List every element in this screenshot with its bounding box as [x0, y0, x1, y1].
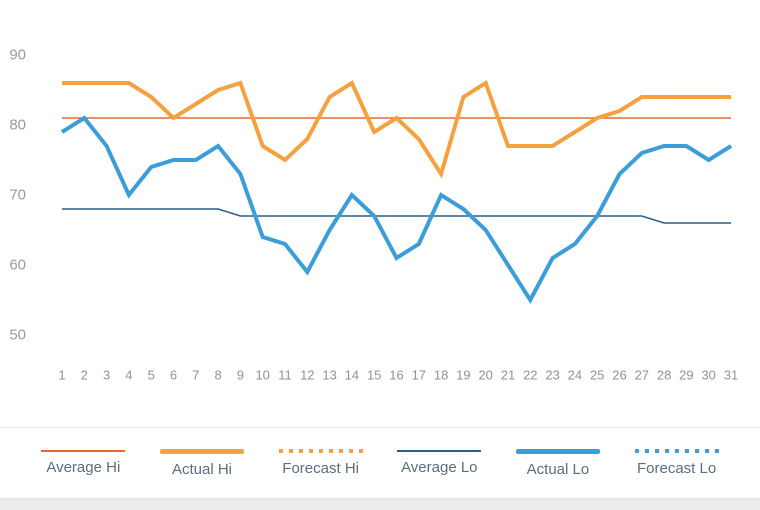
x-axis-label-5: 5 — [148, 368, 155, 383]
x-axis-label-30: 30 — [701, 368, 715, 383]
x-axis-label-26: 26 — [612, 368, 626, 383]
x-axis-label-25: 25 — [590, 368, 604, 383]
x-axis-label-13: 13 — [322, 368, 336, 383]
y-axis-label-60: 60 — [9, 257, 26, 274]
x-axis-label-15: 15 — [367, 368, 381, 383]
x-axis-label-21: 21 — [501, 368, 515, 383]
chart-legend: Average Hi Actual Hi Forecast Hi Average Lo… — [0, 427, 760, 498]
x-axis-label-28: 28 — [657, 368, 671, 383]
x-axis-label-10: 10 — [255, 368, 269, 383]
x-axis-label-24: 24 — [568, 368, 582, 383]
x-axis-label-19: 19 — [456, 368, 470, 383]
legend-item-actual-lo[interactable]: Actual Lo — [504, 448, 612, 478]
y-axis-label-50: 50 — [9, 327, 26, 344]
x-axis-label-14: 14 — [345, 368, 359, 383]
y-axis-label-70: 70 — [9, 187, 26, 204]
x-axis-label-20: 20 — [478, 368, 492, 383]
x-axis-label-22: 22 — [523, 368, 537, 383]
legend-label-actual-lo: Actual Lo — [526, 460, 590, 478]
legend-swatch-forecast-hi — [278, 449, 363, 453]
x-axis-label-1: 1 — [58, 368, 65, 383]
legend-label-forecast-lo: Forecast Lo — [637, 460, 717, 477]
legend-label-average-lo: Average Lo — [401, 459, 478, 476]
x-axis-label-8: 8 — [214, 368, 221, 383]
legend-item-actual-hi[interactable]: Actual Hi — [148, 448, 256, 478]
legend-item-forecast-hi[interactable]: Forecast Hi — [267, 449, 375, 477]
legend-item-forecast-lo[interactable]: Forecast Lo — [623, 449, 731, 477]
legend-swatch-average-lo — [397, 450, 482, 452]
x-axis-label-17: 17 — [412, 368, 426, 383]
legend-item-average-lo[interactable]: Average Lo — [385, 450, 493, 476]
chart-plot-area: 90 80 70 60 50 1 2 3 4 5 6 7 8 9 10 11 12 13 14 15 16 17 18 19 2… — [9, 46, 739, 383]
legend-label-forecast-hi: Forecast Hi — [282, 460, 359, 477]
legend-item-average-hi[interactable]: Average Hi — [29, 450, 137, 476]
series-line-actual-hi — [62, 79, 731, 179]
x-axis-label-23: 23 — [545, 368, 559, 383]
x-axis-label-6: 6 — [170, 368, 177, 383]
x-axis-label-4: 4 — [125, 368, 132, 383]
y-axis-label-90: 90 — [9, 47, 26, 64]
y-axis-label-80: 80 — [9, 117, 26, 134]
x-axis-label-29: 29 — [679, 368, 693, 383]
legend-label-actual-hi: Actual Hi — [171, 460, 232, 478]
x-axis-label-18: 18 — [434, 368, 448, 383]
legend-swatch-actual-hi — [159, 448, 244, 454]
legend-swatch-average-hi — [41, 450, 126, 452]
legend-swatch-forecast-lo — [634, 449, 719, 453]
x-axis-label-2: 2 — [81, 368, 88, 383]
x-axis-label-12: 12 — [300, 368, 314, 383]
x-axis-label-7: 7 — [192, 368, 199, 383]
legend-label-average-hi: Average Hi — [46, 459, 121, 476]
legend-swatch-actual-lo — [515, 448, 600, 454]
x-axis-label-9: 9 — [237, 368, 244, 383]
x-axis-label-16: 16 — [389, 368, 403, 383]
x-axis-label-27: 27 — [635, 368, 649, 383]
footer-strip — [0, 498, 760, 510]
series-line-actual-lo — [60, 115, 733, 304]
series-line-average-lo — [62, 208, 731, 224]
x-axis-label-3: 3 — [103, 368, 110, 383]
x-axis-label-11: 11 — [278, 368, 292, 383]
x-axis-label-31: 31 — [724, 368, 738, 383]
